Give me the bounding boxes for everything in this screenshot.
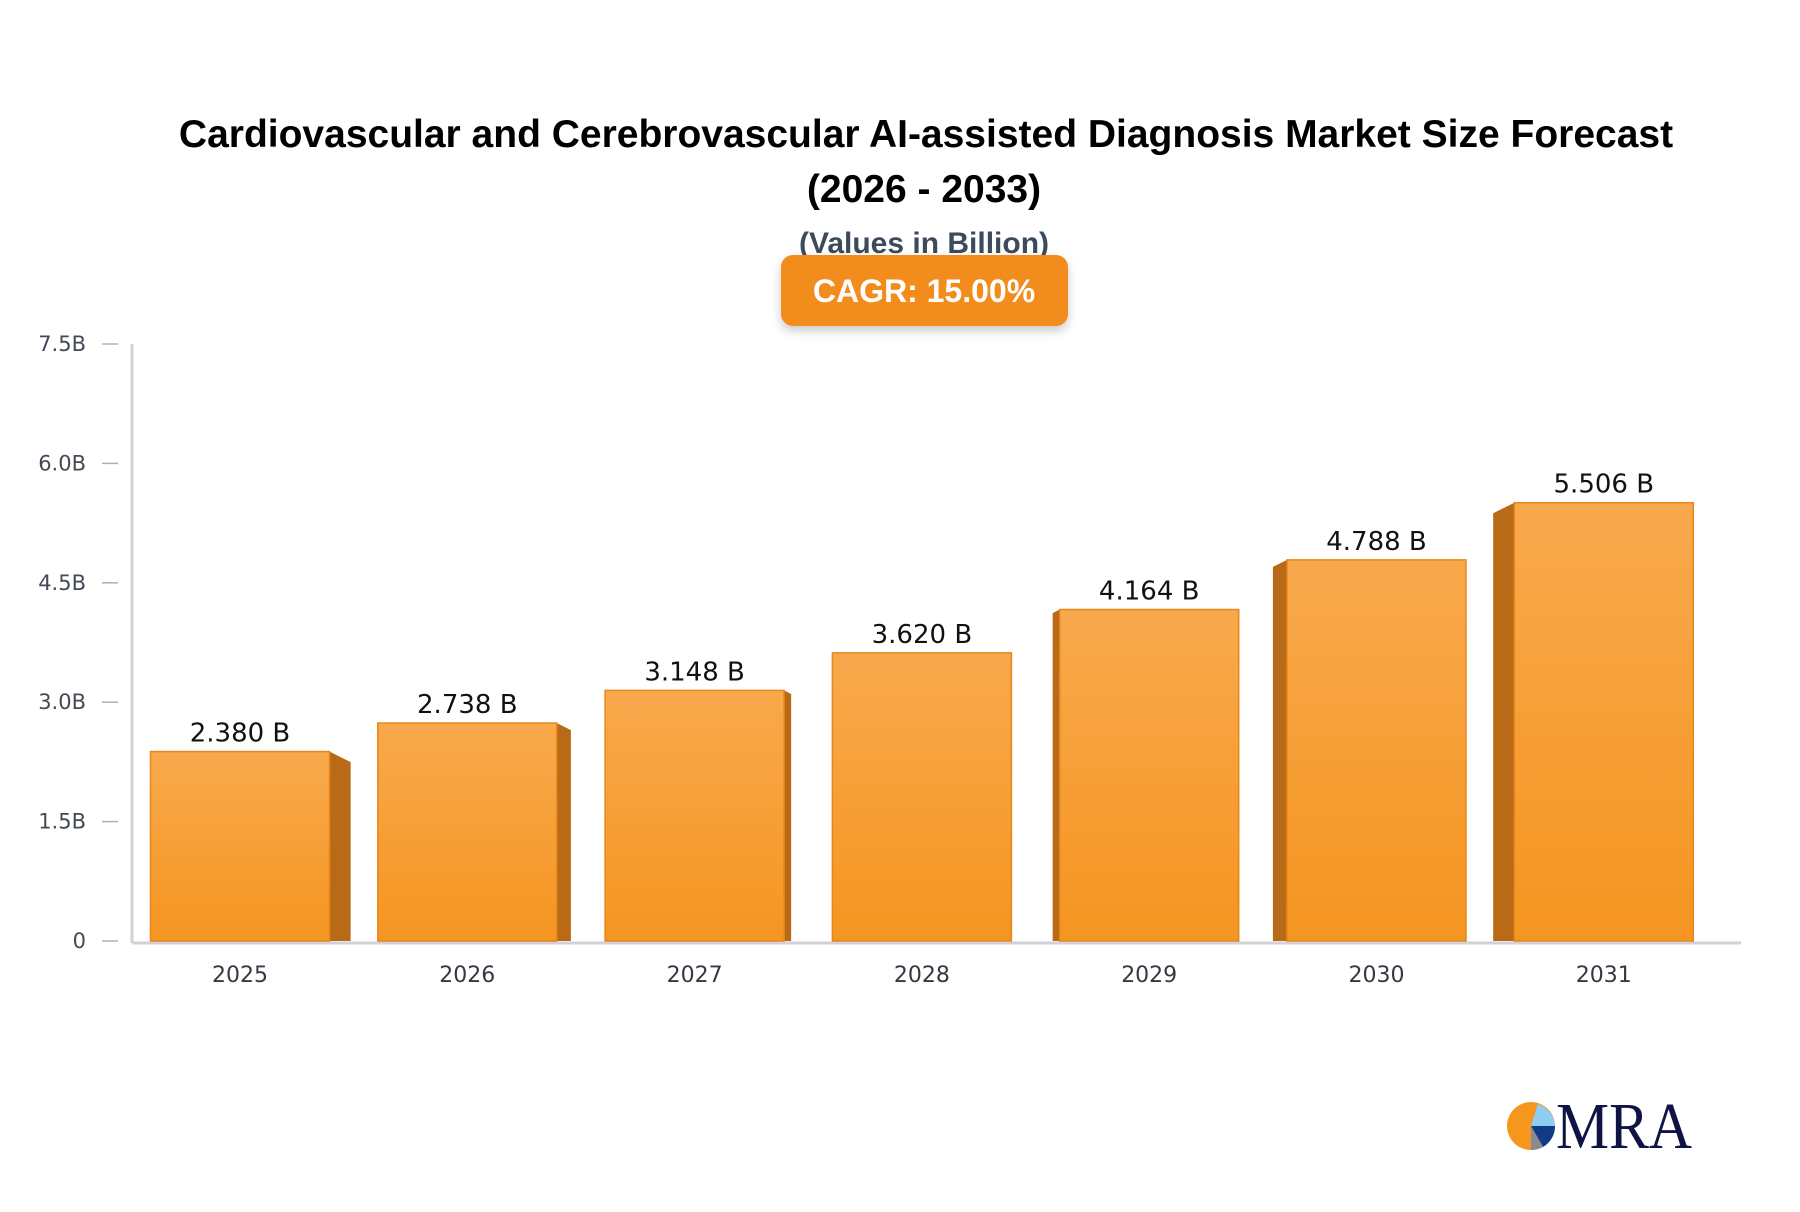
bar-front (149, 750, 331, 942)
x-tick-label: 2030 (1349, 963, 1405, 988)
data-label: 2.380 B (190, 719, 291, 749)
bar-side (329, 751, 351, 941)
bar-side (1272, 559, 1287, 941)
logo-text: MRA (1556, 1090, 1692, 1163)
x-tick-label: 2031 (1576, 963, 1632, 988)
y-tick-label: 6.0B (38, 451, 86, 475)
bar-2029: 4.164 B (1052, 577, 1240, 942)
bar-2025: 2.380 B (149, 719, 351, 942)
bar-front (1513, 501, 1695, 942)
cagr-text: CAGR: 15.00% (813, 273, 1035, 309)
bar-front (377, 722, 558, 942)
bar-front (1286, 559, 1467, 942)
chart-subtitle: (Values in Billion) (799, 227, 1049, 260)
x-tick-label: 2027 (667, 963, 723, 988)
bar-side (556, 723, 571, 941)
data-label: 4.788 B (1326, 527, 1427, 557)
bar-2027: 3.148 B (604, 657, 792, 942)
bar-front (831, 652, 1013, 942)
data-label: 5.506 B (1554, 470, 1655, 500)
mra-logo: MRA (1507, 1090, 1692, 1163)
bar-2031: 5.506 B (1493, 470, 1695, 942)
bar-2030: 4.788 B (1272, 527, 1467, 942)
bar-front (1058, 608, 1240, 942)
x-tick-label: 2028 (894, 963, 950, 988)
y-tick-label: 4.5B (38, 571, 86, 595)
bar-side (1493, 502, 1515, 941)
bar-2026: 2.738 B (377, 690, 571, 942)
data-label: 2.738 B (417, 690, 518, 720)
bar-side (784, 690, 792, 941)
y-tick-label: 3.0B (38, 690, 86, 714)
data-label: 3.620 B (872, 620, 973, 650)
x-tick-label: 2029 (1121, 963, 1177, 988)
cagr-badge: CAGR: 15.00% (781, 255, 1068, 326)
x-tick-label: 2026 (439, 963, 495, 988)
y-tick-label: 0 (73, 929, 86, 953)
data-label: 4.164 B (1099, 577, 1200, 607)
bar-2028: 3.620 B (831, 620, 1013, 942)
chart-title-line-2: (2026 - 2033) (807, 168, 1041, 211)
y-tick-label: 1.5B (38, 810, 86, 834)
bar-side (1052, 609, 1060, 941)
x-tick-label: 2025 (212, 963, 268, 988)
chart-title-line-1: Cardiovascular and Cerebrovascular AI-as… (179, 113, 1673, 156)
bar-front (604, 689, 785, 942)
data-label: 3.148 B (644, 657, 745, 687)
y-tick-label: 7.5B (38, 332, 86, 356)
